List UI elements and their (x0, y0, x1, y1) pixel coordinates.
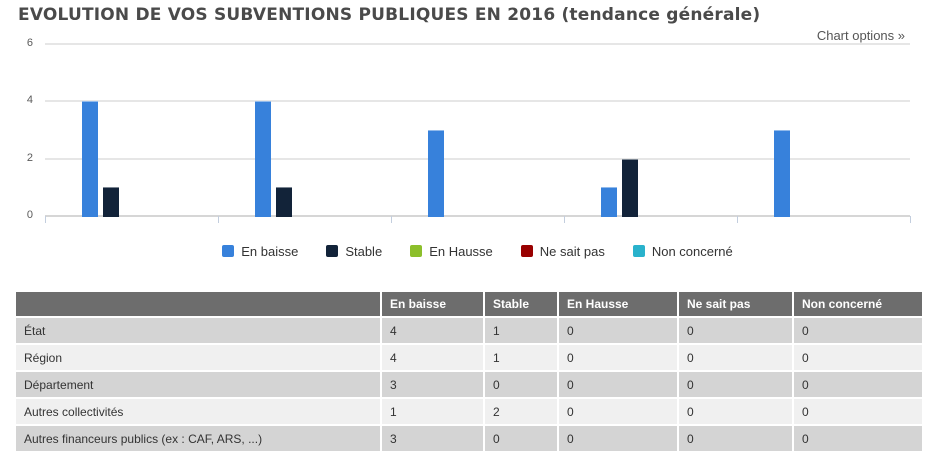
table-row: Région 4 1 0 0 0 (16, 345, 922, 370)
x-axis-tick (391, 216, 392, 223)
bar-en-baisse[interactable] (254, 101, 271, 217)
bar-en-baisse[interactable] (773, 130, 790, 217)
y-axis-label: 6 (26, 37, 33, 49)
x-axis-tick (564, 216, 565, 223)
y-gridline (45, 157, 910, 160)
legend-swatch-icon (222, 245, 235, 257)
y-axis-label: 4 (26, 94, 33, 107)
bar-stable[interactable] (102, 187, 119, 217)
cell-value: 0 (679, 318, 792, 343)
legend-swatch-icon (326, 245, 339, 257)
x-axis-tick (45, 216, 46, 223)
cell-value: 2 (485, 399, 557, 424)
y-axis-label: 0 (26, 209, 33, 221)
bar-stable[interactable] (275, 187, 292, 217)
legend-swatch-icon (632, 245, 645, 257)
cell-value: 3 (382, 372, 483, 397)
table-row: Autres collectivités 1 2 0 0 0 (16, 399, 922, 424)
cell-value: 0 (559, 318, 677, 343)
column-header-en-baisse: En baisse (382, 292, 483, 316)
bar-chart: 6 4 2 0 (0, 37, 939, 238)
cell-value: 4 (382, 318, 483, 343)
cell-value: 0 (794, 399, 922, 424)
page-title: EVOLUTION DE VOS SUBVENTIONS PUBLIQUES E… (18, 5, 761, 25)
cell-value: 1 (485, 318, 557, 343)
legend-label: Non concerné (651, 243, 733, 259)
table-header: En baisse Stable En Hausse Ne sait pas Non c… (16, 292, 922, 316)
bar-en-baisse[interactable] (427, 130, 444, 217)
legend-item-en-hausse[interactable]: En Hausse (410, 244, 493, 259)
legend-label: Stable (345, 243, 383, 259)
legend-item-stable[interactable]: Stable (326, 244, 382, 259)
legend-label: Ne sait pas (539, 243, 605, 259)
column-header-non-concerné: Non concerné (794, 292, 922, 316)
cell-value: 0 (679, 426, 792, 451)
cell-value: 0 (679, 399, 792, 424)
row-label: Département (16, 372, 380, 397)
cell-value: 0 (559, 372, 677, 397)
cell-value: 0 (559, 426, 677, 451)
cell-value: 0 (794, 372, 922, 397)
table-row: Autres financeurs publics (ex : CAF, ARS… (16, 426, 922, 451)
statistics-table: En baisse Stable En Hausse Ne sait pas Non c… (14, 290, 924, 453)
bar-en-baisse[interactable] (600, 187, 617, 217)
cell-value: 1 (485, 345, 557, 370)
legend-item-en-baisse[interactable]: En baisse (222, 244, 298, 259)
legend-label: En Hausse (429, 243, 493, 259)
y-axis-label: 2 (26, 151, 33, 164)
cell-value: 0 (794, 345, 922, 370)
cell-value: 0 (679, 372, 792, 397)
legend-swatch-icon (520, 245, 533, 257)
row-label: Région (16, 345, 380, 370)
table-row: État 4 1 0 0 0 (16, 318, 922, 343)
cell-value: 0 (559, 345, 677, 370)
bar-stable[interactable] (621, 158, 638, 217)
x-axis-tick (910, 216, 911, 223)
bar-en-baisse[interactable] (81, 101, 98, 217)
x-axis-tick (218, 216, 219, 223)
cell-value: 0 (559, 399, 677, 424)
table-row: Département 3 0 0 0 0 (16, 372, 922, 397)
column-header-empty (16, 292, 380, 316)
cell-value: 0 (485, 372, 557, 397)
column-header-stable: Stable (485, 292, 557, 316)
legend-label: En baisse (241, 243, 299, 259)
cell-value: 4 (382, 345, 483, 370)
column-header-en-hausse: En Hausse (559, 292, 677, 316)
legend-swatch-icon (410, 245, 423, 257)
legend-item-ne-sait-pas[interactable]: Ne sait pas (520, 243, 605, 259)
row-label: Autres collectivités (16, 399, 380, 424)
column-header-ne-sait-pas: Ne sait pas (679, 292, 792, 316)
row-label: Autres financeurs publics (ex : CAF, ARS… (16, 426, 380, 451)
x-axis-tick (737, 216, 738, 223)
cell-value: 0 (679, 345, 792, 370)
y-gridline (45, 43, 910, 45)
cell-value: 1 (382, 399, 483, 424)
legend-item-non-concerné[interactable]: Non concerné (632, 243, 733, 259)
cell-value: 0 (794, 426, 922, 451)
cell-value: 0 (485, 426, 557, 451)
row-label: État (16, 318, 380, 343)
y-gridline (45, 100, 910, 103)
x-axis-line (45, 215, 910, 217)
cell-value: 0 (794, 318, 922, 343)
cell-value: 3 (382, 426, 483, 451)
chart-legend: En baisse Stable En Hausse Ne sait pas Non c… (45, 241, 910, 261)
